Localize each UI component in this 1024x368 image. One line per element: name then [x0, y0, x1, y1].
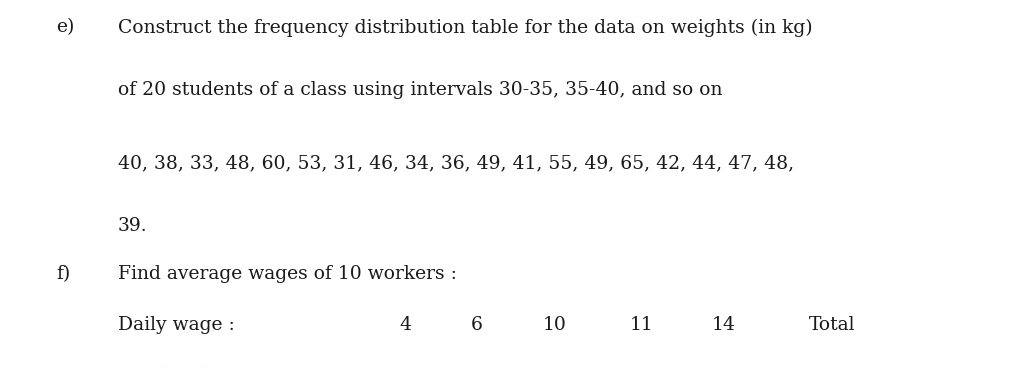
Text: e): e): [56, 18, 75, 36]
Text: Find average wages of 10 workers :: Find average wages of 10 workers :: [118, 265, 457, 283]
Text: 14: 14: [712, 316, 735, 335]
Text: 6: 6: [471, 316, 483, 335]
Text: 11: 11: [630, 316, 653, 335]
Text: 10: 10: [543, 316, 566, 335]
Text: 40, 38, 33, 48, 60, 53, 31, 46, 34, 36, 49, 41, 55, 49, 65, 42, 44, 47, 48,: 40, 38, 33, 48, 60, 53, 31, 46, 34, 36, …: [118, 155, 794, 173]
Text: Daily wage :: Daily wage :: [118, 316, 234, 335]
Text: f): f): [56, 265, 71, 283]
Text: Total: Total: [809, 316, 855, 335]
Text: 39.: 39.: [118, 217, 147, 235]
Text: of 20 students of a class using intervals 30-35, 35-40, and so on: of 20 students of a class using interval…: [118, 81, 722, 99]
Text: Construct the frequency distribution table for the data on weights (in kg): Construct the frequency distribution tab…: [118, 18, 812, 37]
Text: 4: 4: [399, 316, 412, 335]
